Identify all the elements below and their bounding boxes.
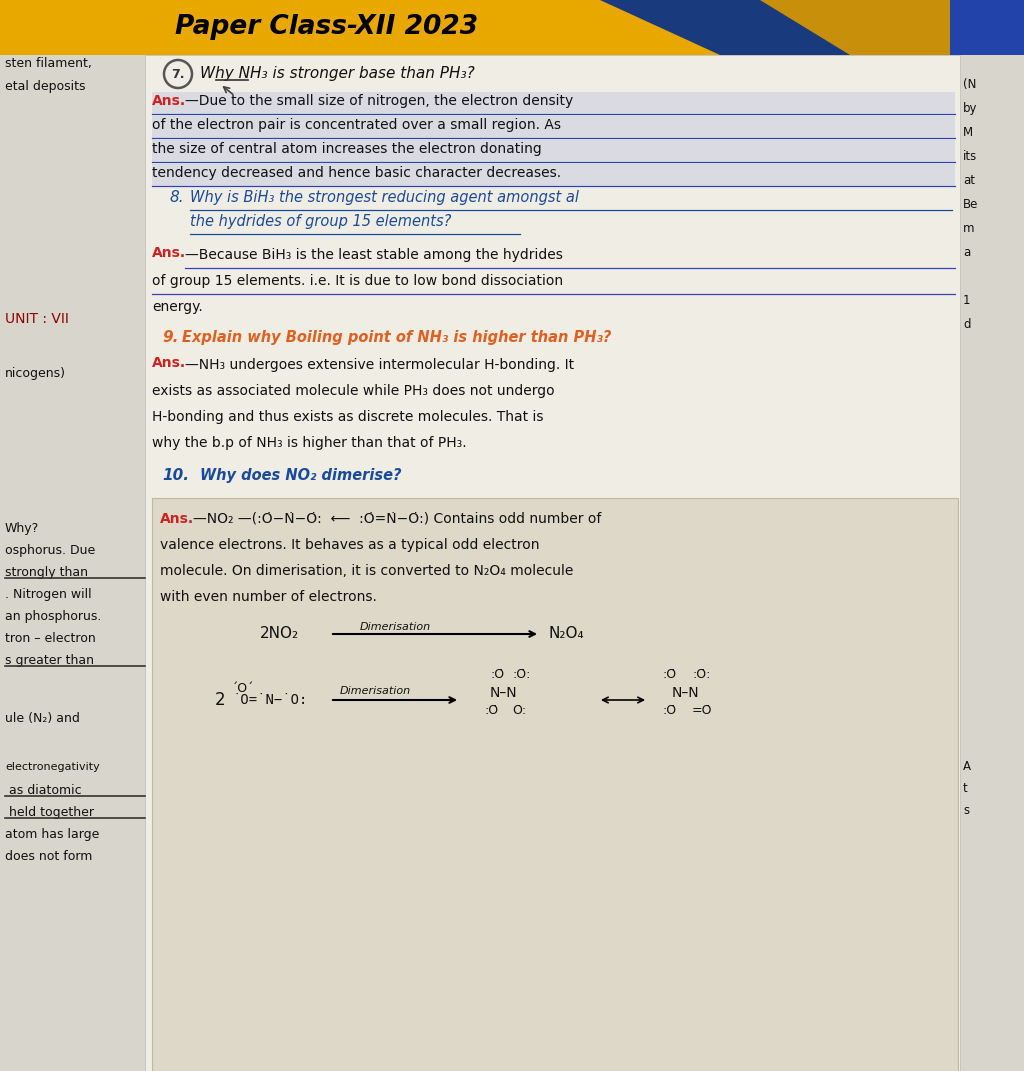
Text: :Ȯ:: :Ȯ: <box>692 668 711 681</box>
Text: why the b.p of NH₃ is higher than that of PH₃.: why the b.p of NH₃ is higher than that o… <box>152 436 467 450</box>
Text: with even number of electrons.: with even number of electrons. <box>160 590 377 604</box>
Text: an phosphorus.: an phosphorus. <box>5 610 101 623</box>
Text: 7.: 7. <box>171 67 184 80</box>
Polygon shape <box>152 140 955 162</box>
Text: Ans.: Ans. <box>152 356 186 369</box>
Polygon shape <box>152 92 955 114</box>
Text: ̇O=̇N−̇O:: ̇O=̇N−̇O: <box>232 693 307 707</box>
Text: (N: (N <box>963 78 976 91</box>
Text: a: a <box>963 246 971 259</box>
Text: of group 15 elements. i.e. It is due to low bond dissociation: of group 15 elements. i.e. It is due to … <box>152 274 563 288</box>
Text: the size of central atom increases the electron donating: the size of central atom increases the e… <box>152 142 542 156</box>
Text: Ans.: Ans. <box>152 246 186 260</box>
Text: tron – electron: tron – electron <box>5 632 96 645</box>
Text: M: M <box>963 126 973 139</box>
Text: ule (N₂) and: ule (N₂) and <box>5 712 80 725</box>
Text: electronegativity: electronegativity <box>5 761 99 772</box>
Text: —Due to the small size of nitrogen, the electron density: —Due to the small size of nitrogen, the … <box>185 94 573 108</box>
Polygon shape <box>152 116 955 138</box>
Text: by: by <box>963 102 978 115</box>
Polygon shape <box>152 164 955 186</box>
Text: Dimerisation: Dimerisation <box>340 687 411 696</box>
Text: t: t <box>963 782 968 795</box>
Text: nicogens): nicogens) <box>5 367 66 380</box>
Text: 2NO₂: 2NO₂ <box>260 627 299 642</box>
Text: the hydrides of group 15 elements?: the hydrides of group 15 elements? <box>190 214 452 229</box>
Text: ´O´: ´O´ <box>232 682 254 695</box>
Text: H-bonding and thus exists as discrete molecules. That is: H-bonding and thus exists as discrete mo… <box>152 410 544 424</box>
Text: . Nitrogen will: . Nitrogen will <box>5 588 91 601</box>
Text: Why NH₃ is stronger base than PH₃?: Why NH₃ is stronger base than PH₃? <box>200 66 475 81</box>
Text: N–N: N–N <box>490 687 517 700</box>
Text: Ȯ:: Ȯ: <box>512 704 526 716</box>
Text: sten filament,: sten filament, <box>5 57 92 70</box>
Polygon shape <box>950 0 1024 55</box>
Text: s greater than: s greater than <box>5 654 94 667</box>
Text: molecule. On dimerisation, it is converted to N₂O₄ molecule: molecule. On dimerisation, it is convert… <box>160 564 573 578</box>
Text: energy.: energy. <box>152 300 203 314</box>
Text: at: at <box>963 174 975 187</box>
Polygon shape <box>760 0 1024 55</box>
Text: Explain why Boiling point of NH₃ is higher than PH₃?: Explain why Boiling point of NH₃ is high… <box>182 330 611 345</box>
Text: —NH₃ undergoes extensive intermolecular H-bonding. It: —NH₃ undergoes extensive intermolecular … <box>185 358 574 372</box>
Text: 1: 1 <box>963 295 971 307</box>
Text: its: its <box>963 150 977 163</box>
Text: Paper Class-XII 2023: Paper Class-XII 2023 <box>175 14 478 40</box>
Text: Dimerisation: Dimerisation <box>360 622 431 632</box>
Text: 10.: 10. <box>162 468 189 483</box>
Text: s: s <box>963 804 969 817</box>
Polygon shape <box>152 498 958 1071</box>
Text: does not form: does not form <box>5 850 92 863</box>
Text: —NO₂ —(:Ȯ−Ṅ−Ȯ:  ⟵  :Ȯ=Ṅ−Ȯ:) Contains odd number of: —NO₂ —(:Ȯ−Ṅ−Ȯ: ⟵ :Ȯ=Ṅ−Ȯ:) Contains… <box>193 512 601 526</box>
Text: :Ȯ:: :Ȯ: <box>512 668 530 681</box>
Text: valence electrons. It behaves as a typical odd electron: valence electrons. It behaves as a typic… <box>160 538 540 552</box>
Text: 2: 2 <box>215 691 225 709</box>
Text: Be: Be <box>963 198 978 211</box>
Text: —Because BiH₃ is the least stable among the hydrides: —Because BiH₃ is the least stable among … <box>185 248 563 262</box>
Text: =Ȯ: =Ȯ <box>692 704 713 716</box>
Text: :Ȯ: :Ȯ <box>662 704 676 716</box>
Text: :Ȯ: :Ȯ <box>484 704 498 716</box>
Text: Why?: Why? <box>5 522 39 536</box>
Text: Ans.: Ans. <box>160 512 195 526</box>
Text: 8.: 8. <box>170 190 184 205</box>
Text: Why is BiH₃ the strongest reducing agent amongst al: Why is BiH₃ the strongest reducing agent… <box>190 190 579 205</box>
Text: Why does NO₂ dimerise?: Why does NO₂ dimerise? <box>200 468 401 483</box>
Text: exists as associated molecule while PH₃ does not undergo: exists as associated molecule while PH₃ … <box>152 384 555 398</box>
Polygon shape <box>600 0 1024 55</box>
Text: m: m <box>963 222 975 235</box>
Text: :Ȯ: :Ȯ <box>490 668 504 681</box>
Text: etal deposits: etal deposits <box>5 80 85 93</box>
Text: as diatomic: as diatomic <box>5 784 82 797</box>
Text: strongly than: strongly than <box>5 565 88 579</box>
Text: UNIT : VII: UNIT : VII <box>5 312 69 326</box>
Text: A: A <box>963 760 971 773</box>
Text: N–N: N–N <box>672 687 699 700</box>
Text: :Ȯ: :Ȯ <box>662 668 676 681</box>
Text: atom has large: atom has large <box>5 828 99 841</box>
Polygon shape <box>145 55 961 1071</box>
Text: tendency decreased and hence basic character decreases.: tendency decreased and hence basic chara… <box>152 166 561 180</box>
Text: osphorus. Due: osphorus. Due <box>5 544 95 557</box>
Text: of the electron pair is concentrated over a small region. As: of the electron pair is concentrated ove… <box>152 118 561 132</box>
Text: Ans.: Ans. <box>152 94 186 108</box>
Polygon shape <box>0 0 1024 55</box>
Text: d: d <box>963 318 971 331</box>
Text: N₂O₄: N₂O₄ <box>548 627 584 642</box>
Text: held together: held together <box>5 806 94 819</box>
Text: 9.: 9. <box>162 330 178 345</box>
